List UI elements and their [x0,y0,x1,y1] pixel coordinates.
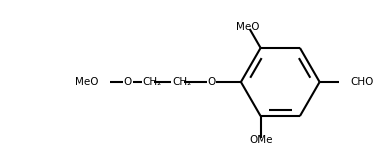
Text: OMe: OMe [250,135,273,145]
Text: CH₂: CH₂ [172,77,192,87]
Text: CHO: CHO [350,77,374,87]
Text: CH₂: CH₂ [143,77,162,87]
Text: MeO: MeO [75,77,98,87]
Text: MeO: MeO [236,22,259,32]
Text: O: O [207,77,216,87]
Text: O: O [124,77,132,87]
